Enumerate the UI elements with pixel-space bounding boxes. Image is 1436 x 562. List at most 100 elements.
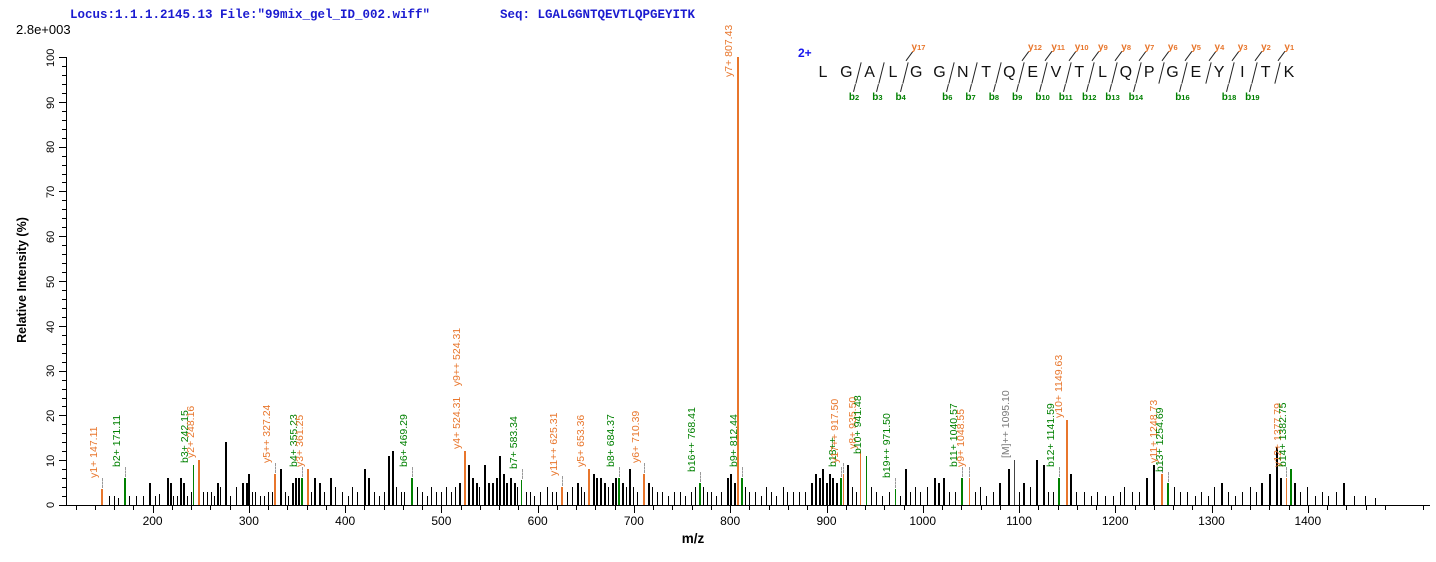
label-leader-line [1286,467,1288,478]
y-minor-tick [62,487,66,489]
peak [927,487,928,505]
peak [186,496,188,505]
y-minor-tick [62,119,66,121]
x-tick-label: 800 [720,514,741,528]
peak [207,491,208,505]
y-ion-peak-label: y6+ 710.39 [629,410,642,463]
y-tick-label: 0 [45,502,57,509]
x-minor-tick [1384,506,1386,510]
label-leader-line [895,478,897,489]
peak [881,496,883,505]
peak [471,478,474,505]
peak [416,487,418,505]
peak [576,482,579,505]
label-leader-line [618,467,620,478]
peak [335,487,336,505]
peak [384,491,386,505]
peak [388,455,390,505]
peak [294,478,297,505]
x-tick [730,506,732,513]
peak [213,496,215,505]
x-minor-tick [422,506,424,510]
y-ion-label: y12 [1028,42,1042,53]
peak [241,482,244,505]
peak [909,491,911,505]
peak [851,487,853,505]
residue-letter: G [840,64,853,81]
peak [567,491,568,505]
x-tick-label: 600 [527,514,548,528]
peak [992,491,994,505]
x-minor-tick [364,506,366,510]
b-ion-label: b14 [1128,92,1144,103]
y-minor-tick [62,200,66,202]
y-tick [59,460,66,462]
peak [637,491,639,505]
residue-letter: T [981,64,991,81]
peak [1342,482,1345,505]
y-tick [59,415,66,417]
x-tick-label: 900 [816,514,837,528]
y-minor-tick [62,272,66,273]
y-minor-tick [62,424,66,426]
peak [502,473,505,505]
y-minor-tick [62,352,66,354]
residue-letter: G [1166,64,1179,81]
residue-letter: Y [1213,64,1225,81]
y-minor-tick [62,343,66,345]
peak [621,482,624,505]
y-ion-label: y8 [1121,42,1132,53]
y-ion-peak [101,489,103,505]
peak [900,496,902,505]
b-ion-label: b4 [895,92,906,103]
y-ion-peak-label: y5++ 327.24 [261,404,274,463]
y-ion-peak [968,478,971,505]
peak [706,491,708,505]
peak [695,487,696,505]
peak [1261,482,1263,505]
sequence-header: Seq: LGALGGNTQEVTLQPGEYITK [500,8,696,22]
peak [311,491,312,505]
y-ion-peak-label: y5+ 653.36 [575,414,587,468]
residue-letter: T [1260,64,1271,81]
b-ion-peak-label: b14+ 1382.75 [1277,402,1290,468]
peak [267,491,269,505]
peak [584,491,586,505]
x-minor-tick [845,506,847,510]
y-minor-tick [62,173,66,175]
cleavage-slash [1225,83,1229,93]
b-ion-peak [741,478,743,505]
x-minor-tick [383,506,385,510]
peak [155,496,156,505]
peak [810,482,813,505]
peak [400,491,402,505]
label-leader-line [1059,467,1060,478]
peak [754,491,756,505]
peak [1276,446,1279,505]
peak [1105,496,1107,505]
peak [517,487,518,505]
y-tick [59,325,66,327]
x-minor-tick [576,506,578,510]
label-leader-line [840,467,842,478]
y-minor-tick [62,316,66,318]
x-minor-tick [614,506,616,510]
peak [182,482,185,505]
y-tick [59,370,66,372]
peak [488,482,491,505]
cleavage-slash [1179,83,1183,93]
peak [871,487,873,505]
residue-letter: V [1050,64,1062,81]
x-minor-tick [1173,506,1174,510]
peak [1042,464,1045,505]
x-minor-tick [133,506,135,510]
peak [595,478,598,505]
peak [330,478,333,505]
cleavage-slash [1249,83,1253,93]
x-tick [537,506,539,513]
x-tick-label: 300 [238,514,259,528]
peak [426,496,428,505]
peak [711,491,713,505]
peak [1365,496,1366,505]
peak [937,482,940,505]
